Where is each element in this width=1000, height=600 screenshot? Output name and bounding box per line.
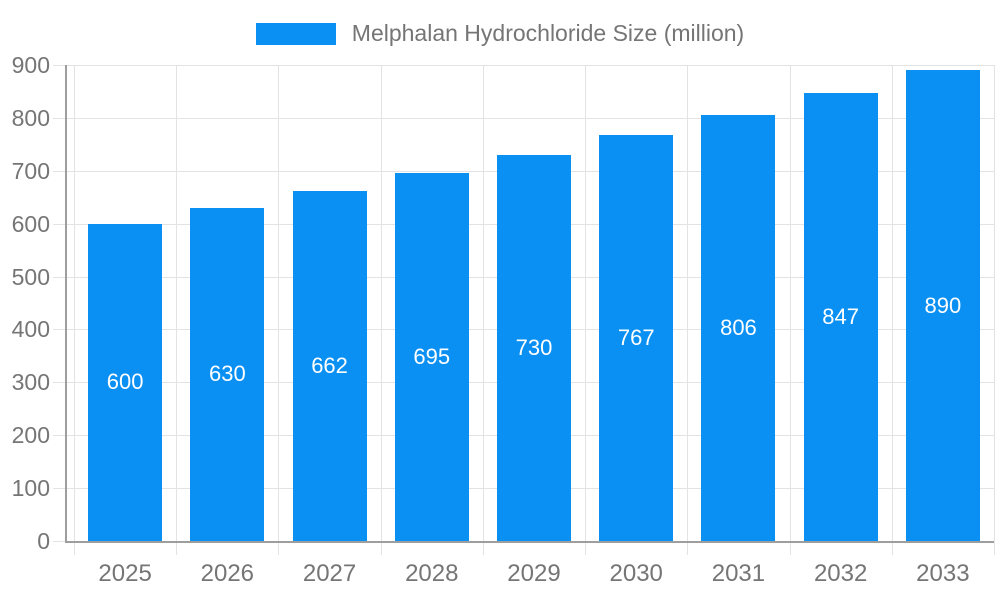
bar[interactable] [497,154,571,541]
legend-swatch-icon [255,22,336,45]
bar[interactable] [803,93,878,541]
x-axis-line [65,541,994,543]
h-gridline [53,65,994,66]
y-axis-tick-label: 500 [11,263,50,290]
x-axis-tick-label: 2030 [609,560,663,587]
x-axis-tick-label: 2029 [507,560,561,587]
v-gridline [380,65,382,555]
y-axis-tick-label: 900 [11,52,50,78]
y-axis-tick-label: 700 [11,157,50,184]
y-axis-tick-label: 600 [11,210,50,237]
x-axis-tick-label: 2028 [405,560,459,587]
bar[interactable] [394,173,469,541]
v-gridline [891,65,893,555]
y-axis-tick-label: 300 [11,369,50,396]
bar[interactable] [88,223,163,541]
chart-legend[interactable]: Melphalan Hydrochloride Size (million) [0,20,1000,47]
x-axis-tick-label: 2032 [813,560,868,587]
y-axis-tick-label: 100 [11,475,50,502]
y-axis-tick-label: 800 [11,104,50,131]
y-axis-tick-label: 200 [11,422,50,449]
x-axis-tick-label: 2026 [200,560,255,587]
bar[interactable] [599,135,674,541]
x-axis-tick-label: 2027 [302,560,357,587]
v-gridline [176,65,178,555]
x-axis-tick-label: 2025 [98,560,152,587]
bar[interactable] [190,207,265,541]
bar[interactable] [905,70,980,541]
y-axis-tick-label: 400 [11,316,50,343]
x-axis-tick-label: 2031 [711,560,766,587]
h-gridline [53,117,994,119]
y-axis-tick-label: 0 [37,528,50,554]
bar[interactable] [701,114,776,541]
bar[interactable] [292,190,367,541]
y-axis-line [65,65,67,543]
x-axis-tick-label: 2033 [916,560,970,587]
v-gridline [74,65,75,555]
legend-label: Melphalan Hydrochloride Size (million) [351,20,745,46]
v-gridline [585,65,587,555]
v-gridline [789,65,791,555]
v-gridline [278,65,280,555]
v-gridline [687,65,689,555]
v-gridline [994,65,995,555]
v-gridline [482,65,484,555]
